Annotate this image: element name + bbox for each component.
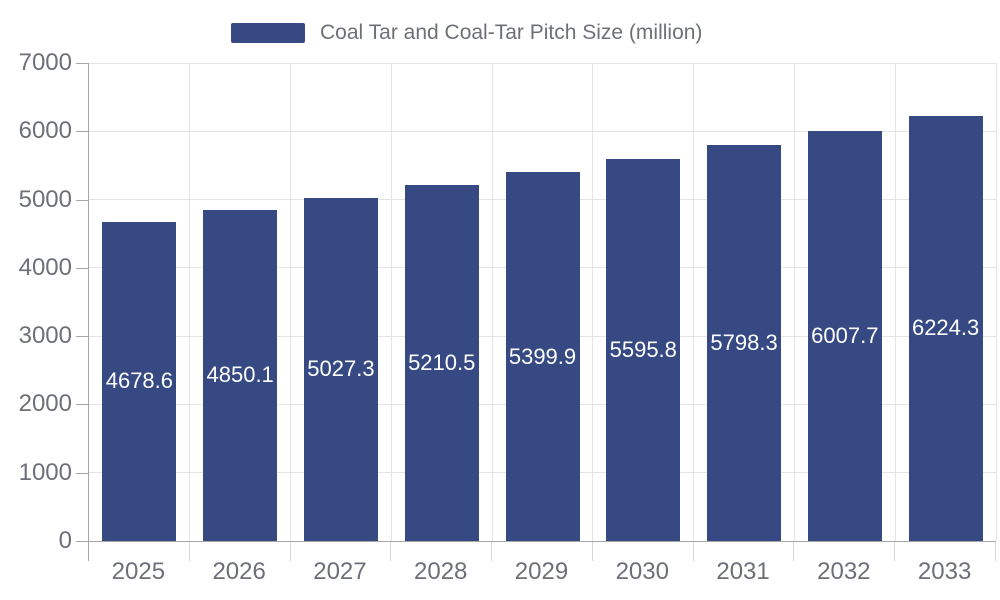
bar-value-label: 5595.8 bbox=[609, 336, 677, 362]
bar-value-label: 6007.7 bbox=[811, 322, 879, 348]
legend[interactable]: Coal Tar and Coal-Tar Pitch Size (millio… bbox=[231, 21, 702, 45]
x-axis-label: 2025 bbox=[111, 558, 166, 585]
x-axis-label: 2027 bbox=[313, 558, 367, 585]
y-axis-tick bbox=[76, 199, 88, 201]
y-axis-tick bbox=[76, 404, 88, 406]
x-axis-label: 2028 bbox=[414, 558, 468, 585]
bar[interactable]: 4678.6 bbox=[102, 221, 177, 541]
x-axis-tick bbox=[995, 542, 996, 561]
bar[interactable]: 4850.1 bbox=[203, 209, 278, 541]
grid-line-vertical bbox=[592, 63, 594, 541]
bar[interactable]: 5210.5 bbox=[404, 185, 479, 541]
y-axis-label: 2000 bbox=[18, 390, 72, 418]
x-axis-label: 2029 bbox=[514, 558, 569, 585]
y-axis-tick bbox=[76, 267, 88, 269]
x-axis-tick bbox=[692, 542, 694, 561]
legend-series-label: Coal Tar and Coal-Tar Pitch Size (millio… bbox=[320, 21, 703, 44]
bar[interactable]: 5399.9 bbox=[505, 172, 580, 541]
y-axis-label: 3000 bbox=[18, 322, 72, 350]
x-axis-label: 2030 bbox=[615, 558, 669, 585]
bar-value-label: 5399.9 bbox=[508, 343, 577, 369]
x-axis-label: 2026 bbox=[212, 558, 266, 585]
grid-line-vertical bbox=[894, 63, 896, 541]
y-axis-tick bbox=[76, 472, 88, 474]
bar[interactable]: 6224.3 bbox=[908, 115, 983, 541]
bar[interactable]: 5027.3 bbox=[303, 197, 378, 541]
bar-value-label: 4678.6 bbox=[105, 368, 174, 394]
x-axis-label: 2031 bbox=[716, 558, 770, 585]
y-axis-tick bbox=[76, 541, 88, 542]
y-axis-tick bbox=[76, 131, 88, 133]
x-axis-tick bbox=[491, 542, 493, 561]
y-axis-tick bbox=[76, 63, 88, 64]
x-axis-label: 2032 bbox=[817, 558, 871, 585]
y-axis-label: 4000 bbox=[18, 253, 72, 281]
grid-line-vertical bbox=[793, 63, 795, 541]
bar-value-label: 5210.5 bbox=[408, 350, 476, 376]
bar-value-label: 4850.1 bbox=[206, 362, 274, 388]
bar[interactable]: 5595.8 bbox=[606, 158, 681, 541]
grid-line-vertical bbox=[189, 63, 191, 541]
x-axis-tick bbox=[88, 542, 89, 561]
grid-line-vertical bbox=[390, 63, 392, 541]
bar[interactable]: 5798.3 bbox=[707, 145, 782, 541]
x-axis-tick bbox=[894, 542, 896, 561]
x-axis-label: 2033 bbox=[917, 558, 972, 585]
y-axis-label: 7000 bbox=[18, 49, 72, 76]
x-axis-tick bbox=[793, 542, 795, 561]
bar[interactable]: 6007.7 bbox=[807, 130, 882, 541]
bar-value-label: 6224.3 bbox=[911, 315, 980, 341]
plot-area: 4678.6 4850.1 5027.3 5210.5 5399.9 5595.8 5798… bbox=[88, 62, 997, 542]
x-axis-tick bbox=[591, 542, 593, 561]
y-axis-label: 5000 bbox=[18, 185, 72, 213]
grid-line-vertical bbox=[693, 63, 695, 541]
y-axis-label: 1000 bbox=[18, 458, 72, 486]
grid-line-vertical bbox=[995, 63, 997, 541]
x-axis-tick bbox=[390, 542, 392, 561]
grid-line-vertical bbox=[290, 63, 292, 541]
legend-swatch bbox=[231, 23, 305, 43]
grid-line-vertical bbox=[491, 63, 493, 541]
grid-line-horizontal bbox=[89, 130, 996, 132]
y-axis-label: 0 bbox=[58, 527, 72, 554]
bar-value-label: 5798.3 bbox=[710, 330, 778, 356]
y-axis-label: 6000 bbox=[18, 117, 72, 145]
grid-line-horizontal bbox=[89, 62, 996, 64]
y-axis-tick bbox=[76, 336, 88, 338]
x-axis-tick bbox=[188, 542, 190, 561]
bar-value-label: 5027.3 bbox=[307, 356, 375, 382]
x-axis-tick bbox=[289, 542, 291, 561]
